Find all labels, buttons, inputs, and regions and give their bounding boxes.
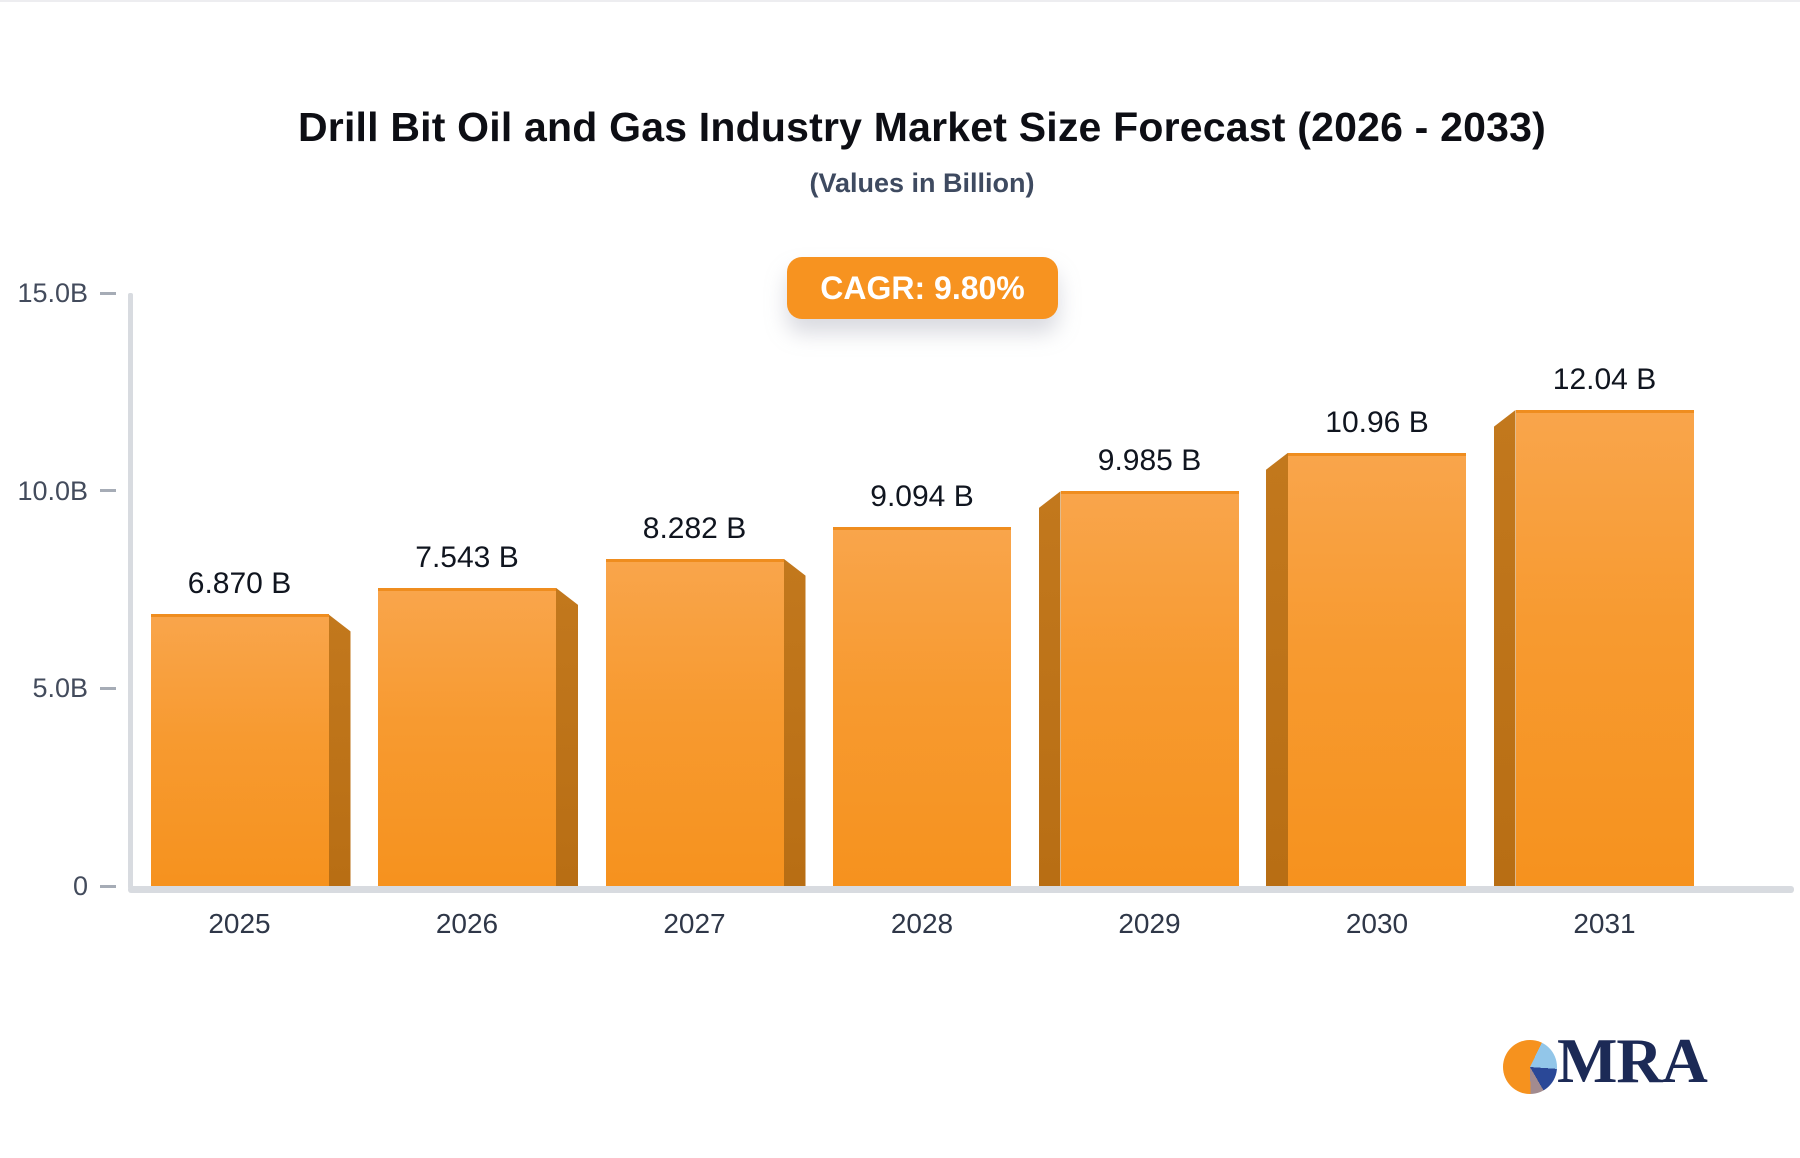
bar-2027 [605, 558, 784, 886]
bar-2031 [1515, 410, 1694, 886]
x-axis-category-label: 2031 [1573, 908, 1636, 939]
x-axis-category-label: 2029 [1118, 908, 1181, 939]
y-axis-tick-label: 15.0B [17, 278, 88, 309]
mra-logo-text: MRA [1557, 1025, 1708, 1096]
bar-2028 [833, 526, 1011, 886]
x-axis-category-label: 2027 [663, 908, 726, 939]
bar-3d-side [1493, 410, 1516, 886]
bar-3d-side [328, 614, 351, 886]
x-axis-category-label: 2030 [1345, 908, 1409, 939]
x-axis-category-label: 2025 [208, 908, 271, 939]
y-axis-tick [100, 489, 116, 493]
bar-value-label: 12.04 B [1552, 363, 1657, 397]
bar-value-label: 9.985 B [1097, 444, 1202, 478]
y-axis-tick-label: 10.0B [17, 475, 88, 506]
pie-chart-logo-icon [1503, 1040, 1557, 1094]
x-axis-category-label: 2026 [435, 908, 499, 939]
bar-value-label: 9.094 B [870, 479, 974, 513]
y-axis-tick [100, 884, 116, 888]
bar-value-label: 8.282 B [642, 511, 747, 545]
bar-value-label: 7.543 B [415, 540, 519, 574]
bar-3d-side [783, 558, 806, 886]
bar-value-label: 6.870 B [187, 567, 292, 601]
bar-2030 [1288, 452, 1466, 886]
chart-subtitle: (Values in Billion) [809, 168, 1035, 198]
bar-2029 [1060, 491, 1239, 886]
y-axis-tick-label: 5.0B [32, 673, 88, 704]
cagr-badge: CAGR: 9.80% [787, 257, 1058, 319]
y-axis-tick [100, 291, 116, 295]
bar-2025 [150, 614, 329, 886]
y-axis-tick-label: 0 [72, 871, 88, 901]
bar-3d-side [1266, 452, 1288, 886]
bar-value-label: 10.96 B [1325, 405, 1429, 439]
bar-3d-side [1038, 491, 1061, 886]
y-axis-tick [100, 686, 116, 690]
y-axis-line [128, 293, 133, 889]
bar-2026 [378, 587, 556, 886]
mra-logo: MRA [1497, 1022, 1757, 1122]
x-axis-line [128, 886, 1794, 893]
bar-3d-side [556, 587, 578, 886]
x-axis-category-label: 2028 [890, 908, 954, 939]
chart-title: Drill Bit Oil and Gas Industry Market Si… [298, 104, 1546, 150]
